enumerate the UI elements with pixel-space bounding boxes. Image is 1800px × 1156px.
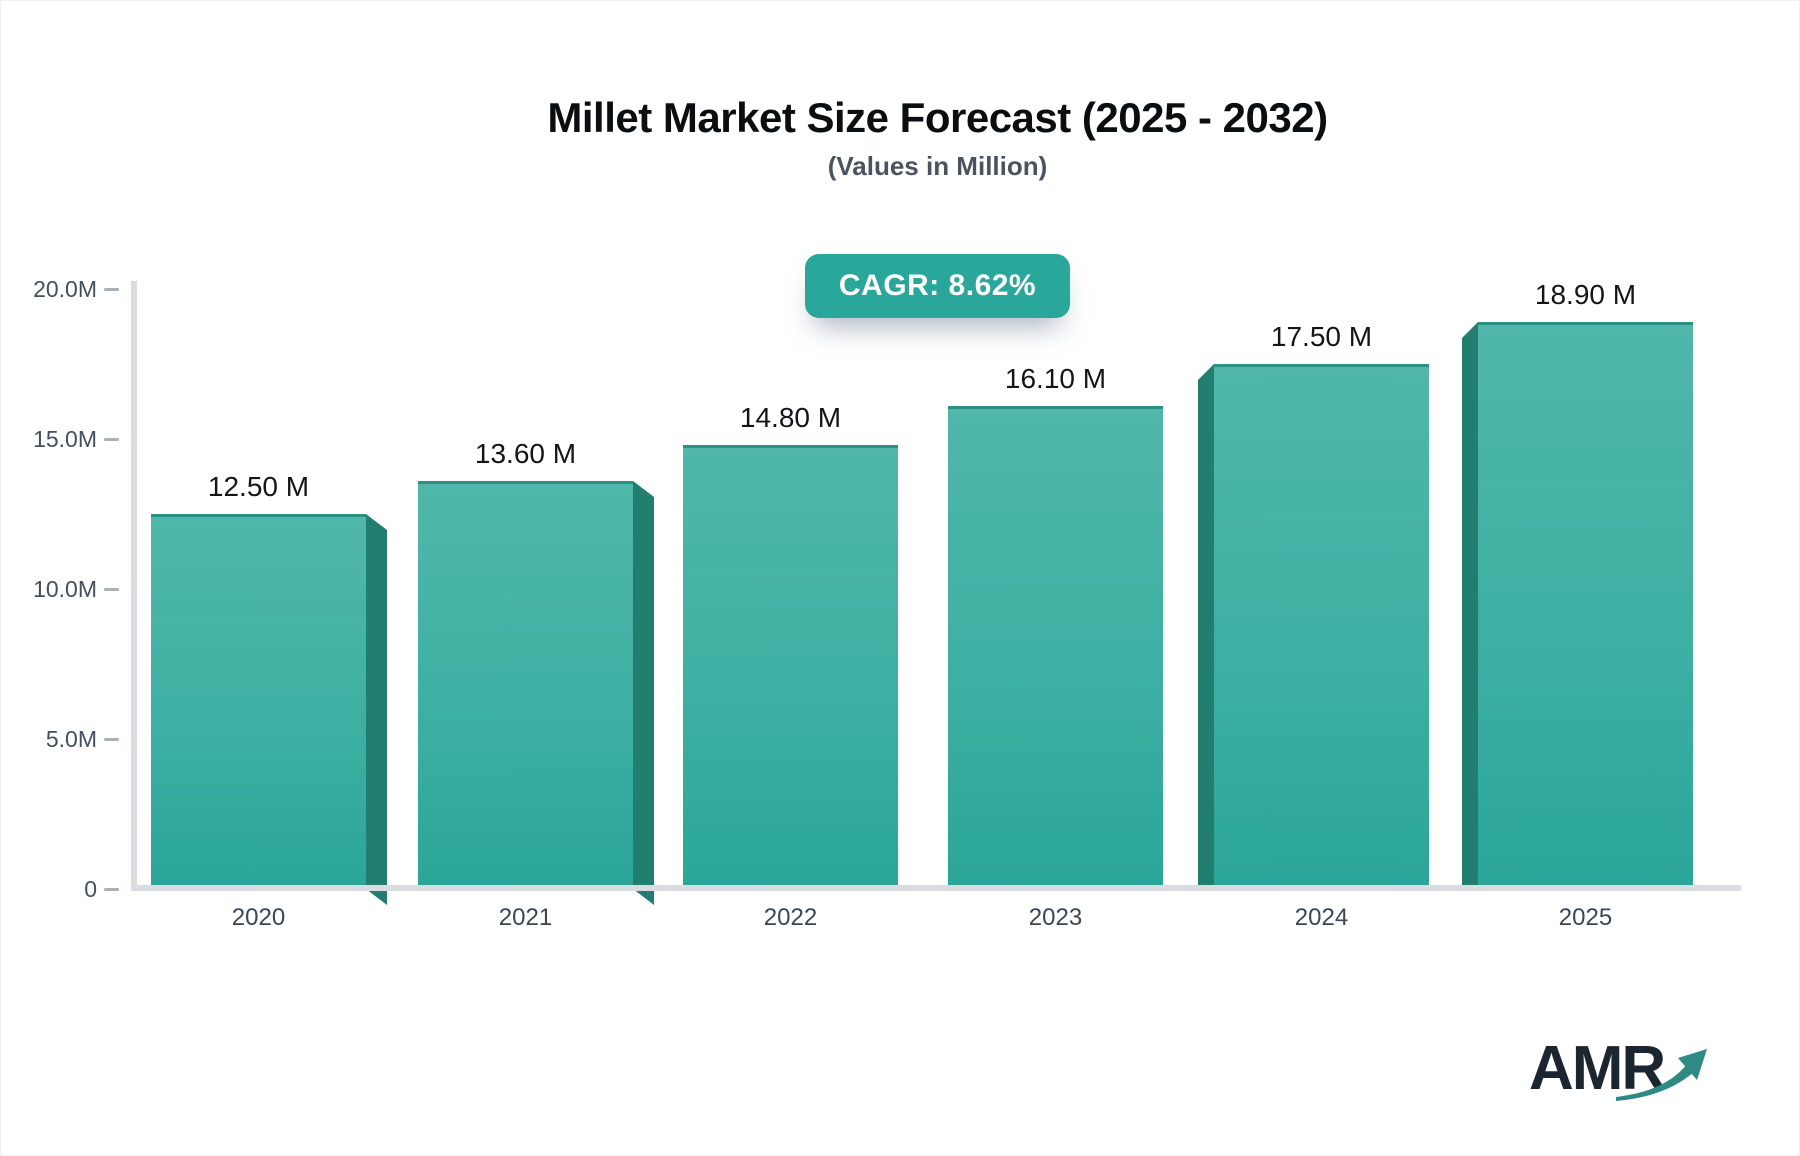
- x-axis-line: [131, 885, 1741, 891]
- bar-2021: [418, 481, 633, 889]
- bar-2024: [1214, 364, 1429, 889]
- y-axis-line: [131, 281, 137, 891]
- chart-subtitle: (Values in Million): [827, 151, 1048, 181]
- y-tick-dash: [104, 288, 119, 291]
- cagr-badge: CAGR: 8.62%: [804, 254, 1071, 318]
- bar-3d-side: [633, 481, 654, 905]
- cagr-badge-row: CAGR: 8.62%: [134, 254, 1741, 318]
- bar-value-label: 17.50 M: [1270, 321, 1373, 352]
- y-tick-label: 5.0M: [45, 726, 97, 752]
- bar-value-label: 12.50 M: [207, 471, 310, 502]
- bar-2020: [151, 514, 366, 889]
- y-tick-dash: [104, 588, 119, 591]
- x-tick-label: 2021: [498, 904, 553, 931]
- y-tick-label: 10.0M: [33, 576, 97, 602]
- y-tick-label: 0: [84, 876, 97, 902]
- x-tick-label: 2023: [1028, 904, 1083, 931]
- amr-logo: AMR: [1529, 1031, 1719, 1121]
- y-tick-dash: [104, 888, 119, 891]
- x-tick-label: 2022: [763, 904, 818, 931]
- bar-3d-side: [1198, 364, 1214, 889]
- chart-title: Millet Market Size Forecast (2025 - 2032…: [547, 94, 1328, 141]
- y-tick-label: 20.0M: [33, 276, 97, 302]
- bar-value-label: 14.80 M: [739, 402, 842, 433]
- bar-2025: [1478, 322, 1693, 889]
- bar-2022: [683, 445, 898, 889]
- x-tick-label: 2025: [1558, 904, 1613, 931]
- bar-2023: [948, 406, 1163, 889]
- bar-value-label: 18.90 M: [1534, 279, 1637, 310]
- bar-value-label: 13.60 M: [474, 438, 577, 469]
- x-tick-label: 2020: [231, 904, 286, 931]
- bar-3d-side: [1462, 322, 1478, 889]
- y-tick-label: 15.0M: [33, 426, 97, 452]
- x-tick-label: 2024: [1294, 904, 1349, 931]
- y-tick-dash: [104, 438, 119, 441]
- bar-3d-side: [366, 514, 387, 905]
- y-tick-dash: [104, 738, 119, 741]
- growth-arrow-icon: [1616, 1049, 1707, 1101]
- bar-value-label: 16.10 M: [1004, 363, 1107, 394]
